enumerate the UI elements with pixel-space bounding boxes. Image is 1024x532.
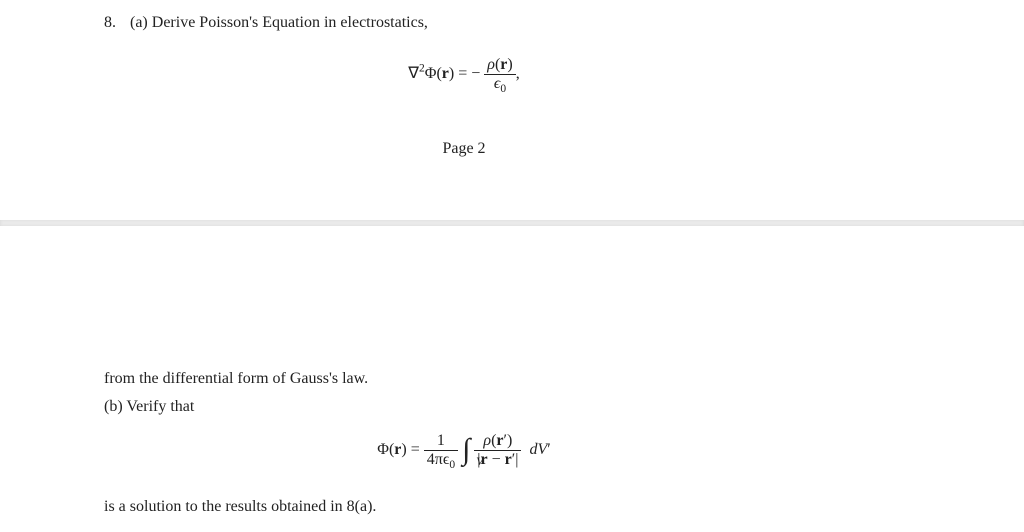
eps-sub-2: 0 bbox=[449, 459, 455, 471]
r-arg-2: r bbox=[500, 56, 507, 73]
equals-1: = bbox=[458, 65, 467, 82]
integral-sign: ∫ V bbox=[462, 435, 470, 465]
minus-sign: − bbox=[471, 65, 480, 82]
int-symbol: ∫ bbox=[462, 433, 470, 466]
coef-den: 4πϵ0 bbox=[424, 451, 458, 469]
phi-symbol-2: Φ bbox=[377, 441, 389, 458]
four-pi-eps: 4πϵ bbox=[427, 451, 450, 468]
nabla: ∇ bbox=[408, 65, 419, 82]
page-label-text: Page 2 bbox=[442, 140, 485, 157]
r-arg-1: r bbox=[442, 65, 449, 82]
part-b-text: Verify that bbox=[126, 398, 194, 415]
rho-over-eps-frac: ρ(r) ϵ0 bbox=[484, 56, 515, 92]
dV: dV bbox=[525, 441, 547, 458]
phi-symbol: Φ bbox=[425, 65, 437, 82]
int-lower-limit: V bbox=[476, 455, 483, 467]
rprime-den: r bbox=[505, 451, 512, 468]
rho-sym-2: ρ bbox=[483, 432, 491, 449]
question-8b-line: (b) Verify that bbox=[104, 398, 824, 416]
abs-close: | bbox=[515, 451, 518, 468]
part-b-label: (b) bbox=[104, 398, 123, 415]
page-number-label: Page 2 bbox=[104, 140, 824, 158]
page-break-gap bbox=[0, 220, 1024, 226]
coef-num: 1 bbox=[424, 432, 458, 451]
equals-2: = bbox=[411, 441, 420, 458]
eps-sub: 0 bbox=[500, 83, 506, 95]
solution-text: is a solution to the results obtained in… bbox=[104, 498, 376, 515]
poisson-equation: ∇2Φ(r) = − ρ(r) ϵ0 , bbox=[104, 56, 824, 92]
minus-den: − bbox=[488, 451, 505, 468]
document-page: 8. (a) Derive Poisson's Equation in elec… bbox=[0, 0, 1024, 532]
question-8a-line: 8. (a) Derive Poisson's Equation in elec… bbox=[104, 14, 824, 32]
r-arg-3: r bbox=[394, 441, 401, 458]
dV-prime: ′ bbox=[547, 441, 551, 458]
gauss-text: from the differential form of Gauss's la… bbox=[104, 370, 368, 387]
integrand-num: ρ(r′) bbox=[474, 432, 521, 451]
coef-frac: 1 4πϵ0 bbox=[424, 432, 458, 468]
part-a-text: Derive Poisson's Equation in electrostat… bbox=[152, 14, 428, 31]
question-number: 8. bbox=[104, 14, 126, 32]
rho-sym: ρ bbox=[487, 56, 495, 73]
part-a-label: (a) bbox=[130, 14, 148, 31]
frac-denominator: ϵ0 bbox=[484, 75, 515, 93]
rprime-arg: r bbox=[496, 432, 503, 449]
coulomb-integral-equation: Φ(r) = 1 4πϵ0 ∫ V ρ(r′) |r − r′| dV′ bbox=[104, 432, 824, 468]
solution-text-line: is a solution to the results obtained in… bbox=[104, 498, 824, 516]
frac-numerator: ρ(r) bbox=[484, 56, 515, 75]
trailing-comma: , bbox=[516, 65, 520, 82]
prime-1: ′ bbox=[504, 432, 508, 449]
gauss-continuation: from the differential form of Gauss's la… bbox=[104, 370, 824, 388]
